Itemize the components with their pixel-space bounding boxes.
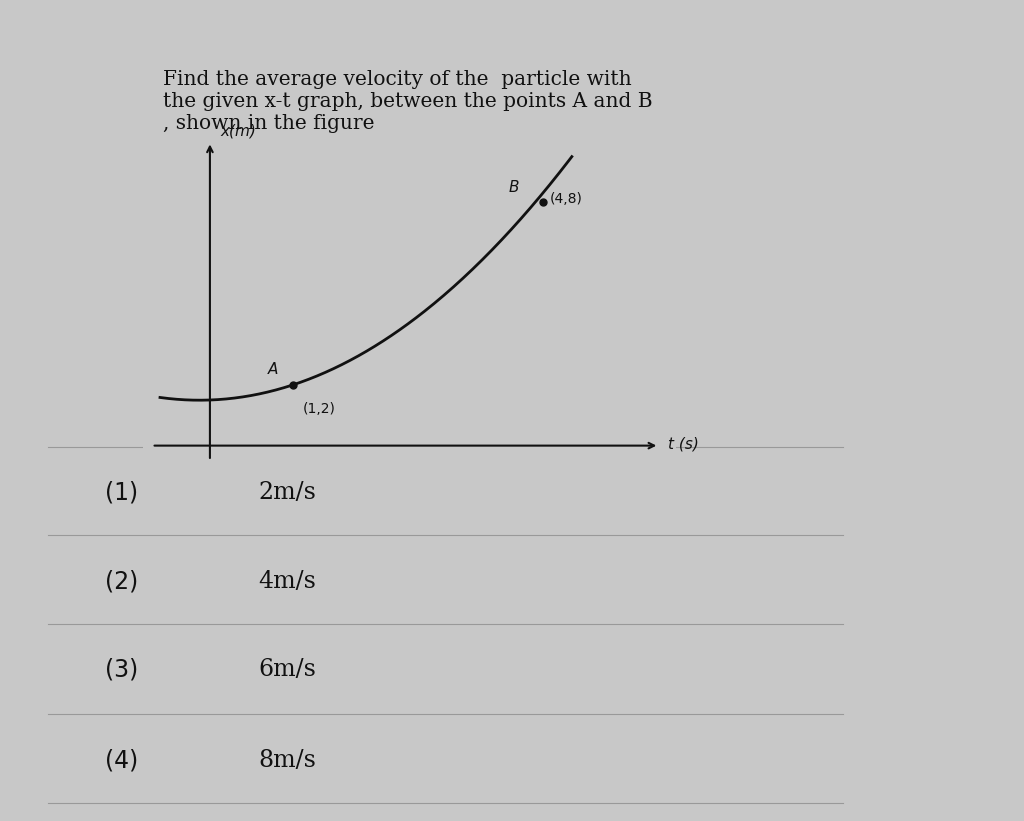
- Text: A: A: [267, 362, 279, 377]
- Text: (3): (3): [105, 658, 138, 682]
- Text: B: B: [509, 180, 519, 195]
- Text: 2m/s: 2m/s: [258, 481, 316, 504]
- Text: (4): (4): [105, 748, 138, 773]
- Text: (4,8): (4,8): [549, 192, 583, 206]
- Text: Find the average velocity of the  particle with
the given x-t graph, between the: Find the average velocity of the particl…: [163, 70, 652, 133]
- Text: x(m): x(m): [220, 123, 256, 139]
- Text: 4m/s: 4m/s: [258, 570, 316, 593]
- Text: (1): (1): [105, 480, 138, 505]
- Text: (2): (2): [105, 569, 138, 594]
- Text: (1,2): (1,2): [303, 401, 336, 415]
- Text: 6m/s: 6m/s: [258, 658, 316, 681]
- Text: t (s): t (s): [668, 437, 698, 452]
- Text: 8m/s: 8m/s: [258, 749, 316, 772]
